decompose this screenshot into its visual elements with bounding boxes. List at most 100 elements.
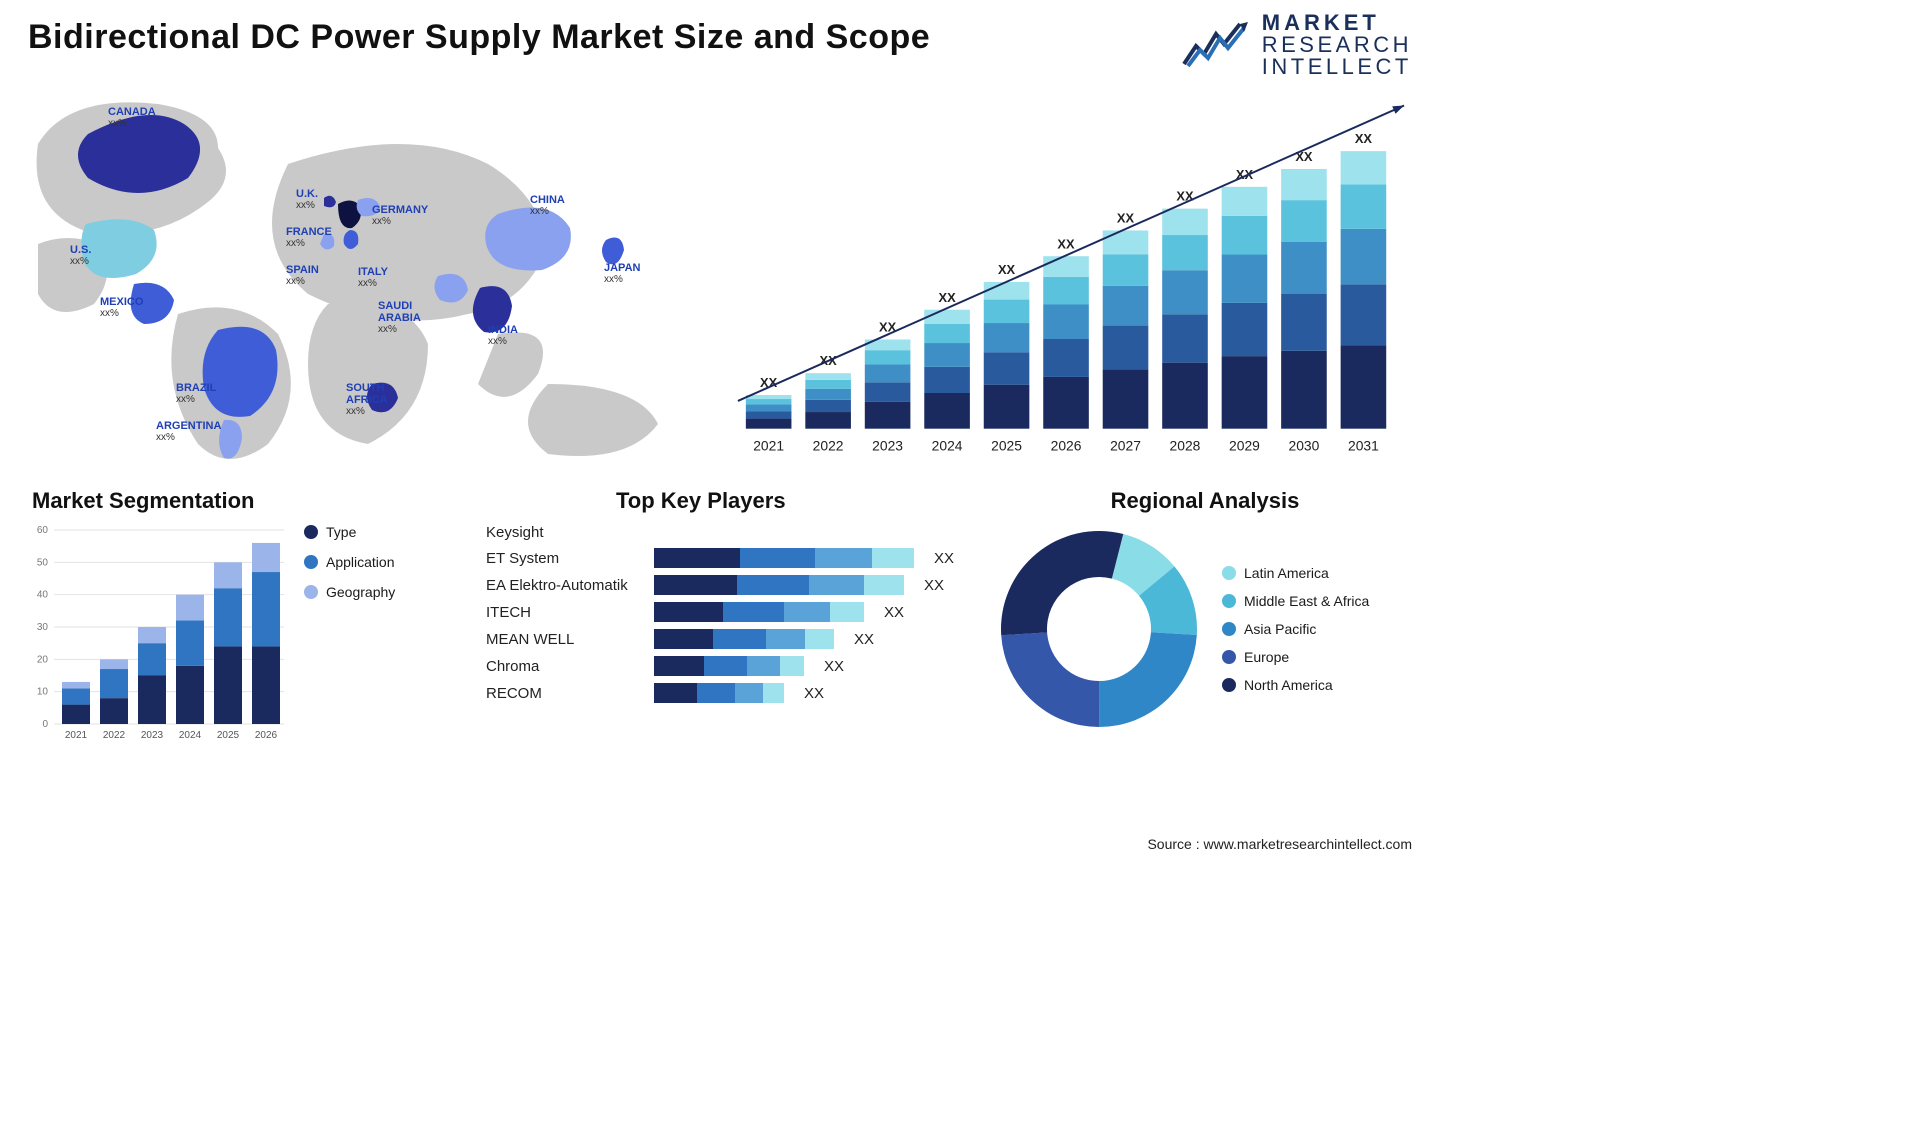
svg-text:XX: XX xyxy=(1295,149,1313,164)
player-bar xyxy=(654,656,804,676)
player-row: ITECH XX xyxy=(476,602,966,622)
segmentation-legend: Type Application Geography xyxy=(304,524,395,744)
player-name: Keysight xyxy=(486,524,642,541)
svg-text:2022: 2022 xyxy=(103,730,126,741)
player-name: MEAN WELL xyxy=(486,631,642,648)
source-label: Source : www.marketresearchintellect.com xyxy=(1147,836,1412,852)
svg-text:50: 50 xyxy=(37,557,49,568)
player-value: XX xyxy=(924,577,944,594)
country-label: U.K.xx% xyxy=(296,188,318,211)
segmentation-panel: Market Segmentation 01020304050602021202… xyxy=(28,488,448,744)
legend-item: North America xyxy=(1222,677,1369,693)
page-title: Bidirectional DC Power Supply Market Siz… xyxy=(28,18,930,57)
country-label: INDIAxx% xyxy=(488,324,518,347)
svg-text:2031: 2031 xyxy=(1348,437,1379,453)
svg-text:2022: 2022 xyxy=(813,437,844,453)
legend-item: Middle East & Africa xyxy=(1222,593,1369,609)
legend-label: Application xyxy=(326,554,395,570)
svg-text:60: 60 xyxy=(37,525,49,536)
svg-text:2028: 2028 xyxy=(1170,437,1201,453)
legend-label: North America xyxy=(1244,677,1333,693)
legend-item: Europe xyxy=(1222,649,1369,665)
player-row: RECOM XX xyxy=(476,683,966,703)
player-bar xyxy=(654,683,784,703)
player-row: ChromaXX xyxy=(476,656,966,676)
legend-item: Type xyxy=(304,524,395,540)
country-label: BRAZILxx% xyxy=(176,382,216,405)
player-value: XX xyxy=(884,604,904,621)
svg-text:2023: 2023 xyxy=(141,730,164,741)
svg-text:XX: XX xyxy=(1355,131,1373,146)
country-label: CANADAxx% xyxy=(108,106,156,129)
country-label: ITALYxx% xyxy=(358,266,388,289)
country-label: SPAINxx% xyxy=(286,264,319,287)
svg-text:2021: 2021 xyxy=(753,437,784,453)
svg-text:2029: 2029 xyxy=(1229,437,1260,453)
player-value: XX xyxy=(804,685,824,702)
brand-logo: MARKET RESEARCH INTELLECT xyxy=(1182,12,1412,78)
legend-label: Middle East & Africa xyxy=(1244,593,1369,609)
player-bar xyxy=(654,575,904,595)
player-name: RECOM xyxy=(486,685,642,702)
country-label: GERMANYxx% xyxy=(372,204,428,227)
svg-text:2030: 2030 xyxy=(1289,437,1320,453)
player-value: XX xyxy=(934,550,954,567)
legend-swatch-icon xyxy=(304,525,318,539)
player-bar xyxy=(654,548,914,568)
player-row: ET System XX xyxy=(476,548,966,568)
legend-label: Asia Pacific xyxy=(1244,621,1316,637)
country-label: CHINAxx% xyxy=(530,194,565,217)
legend-swatch-icon xyxy=(1222,650,1236,664)
legend-label: Type xyxy=(326,524,356,540)
country-label: SAUDIARABIAxx% xyxy=(378,300,421,335)
player-value: XX xyxy=(854,631,874,648)
legend-swatch-icon xyxy=(1222,678,1236,692)
player-name: EA Elektro-Automatik xyxy=(486,577,642,594)
country-label: U.S.xx% xyxy=(70,244,91,267)
svg-text:0: 0 xyxy=(42,719,48,730)
country-label: FRANCExx% xyxy=(286,226,332,249)
country-label: ARGENTINAxx% xyxy=(156,420,221,443)
svg-text:XX: XX xyxy=(1117,210,1135,225)
country-label: JAPANxx% xyxy=(604,262,640,285)
svg-text:XX: XX xyxy=(998,262,1016,277)
player-row: MEAN WELL XX xyxy=(476,629,966,649)
svg-text:30: 30 xyxy=(37,622,49,633)
svg-text:2026: 2026 xyxy=(255,730,278,741)
svg-text:2026: 2026 xyxy=(1051,437,1082,453)
svg-text:XX: XX xyxy=(1176,189,1194,204)
regional-panel: Regional Analysis Latin America Middle Ea… xyxy=(994,488,1412,744)
svg-text:10: 10 xyxy=(37,687,49,698)
logo-mark-icon xyxy=(1182,20,1250,70)
svg-text:XX: XX xyxy=(1057,236,1075,251)
player-name: ITECH xyxy=(486,604,642,621)
segmentation-title: Market Segmentation xyxy=(32,488,448,514)
legend-item: Latin America xyxy=(1222,565,1369,581)
regional-title: Regional Analysis xyxy=(998,488,1412,514)
legend-item: Asia Pacific xyxy=(1222,621,1369,637)
player-bar xyxy=(654,602,864,622)
market-size-chart: XX2021XX2022XX2023XX2024XX2025XX2026XX20… xyxy=(728,84,1412,474)
regional-donut xyxy=(994,524,1204,734)
player-bar xyxy=(654,629,834,649)
player-row: Keysight xyxy=(476,524,966,541)
legend-label: Europe xyxy=(1244,649,1289,665)
player-value: XX xyxy=(824,658,844,675)
svg-text:XX: XX xyxy=(938,290,956,305)
regional-legend: Latin America Middle East & Africa Asia Pa… xyxy=(1222,565,1369,693)
world-map: CANADAxx%U.S.xx%MEXICOxx%BRAZILxx%ARGENT… xyxy=(28,84,688,474)
svg-text:2023: 2023 xyxy=(872,437,903,453)
legend-label: Latin America xyxy=(1244,565,1329,581)
logo-text-1: MARKET xyxy=(1262,12,1412,34)
key-players-panel: Top Key Players KeysightET SystemXXEA El… xyxy=(476,488,966,744)
legend-swatch-icon xyxy=(304,585,318,599)
legend-swatch-icon xyxy=(1222,594,1236,608)
player-name: ET System xyxy=(486,550,642,567)
legend-label: Geography xyxy=(326,584,395,600)
country-label: SOUTHAFRICAxx% xyxy=(346,382,388,417)
segmentation-chart: 0102030405060202120222023202420252026 xyxy=(28,524,288,744)
player-row: EA Elektro-Automatik XX xyxy=(476,575,966,595)
logo-text-2: RESEARCH xyxy=(1262,34,1412,56)
legend-swatch-icon xyxy=(304,555,318,569)
legend-item: Geography xyxy=(304,584,395,600)
